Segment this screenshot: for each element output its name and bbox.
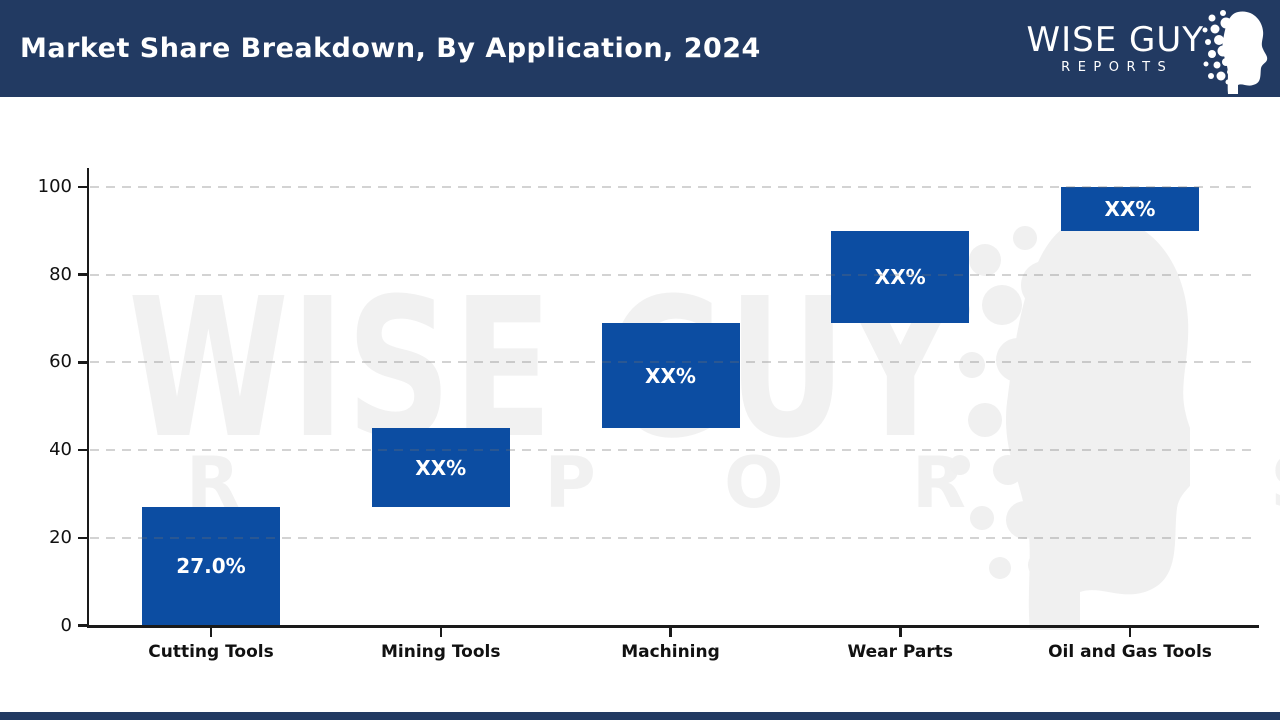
bar-oil-and-gas-tools: XX% (1061, 187, 1199, 231)
y-tick-label-60: 60 (49, 351, 72, 373)
chart-title: Market Share Breakdown, By Application, … (20, 33, 761, 64)
bar-value-label-oil-and-gas-tools: XX% (1104, 196, 1156, 221)
x-category-label-mining-tools: Mining Tools (380, 641, 501, 662)
y-tick-label-20: 20 (49, 526, 72, 548)
y-tick-mark-80 (77, 273, 87, 276)
gridline-y-20 (90, 536, 1256, 539)
y-tick-label-40: 40 (49, 439, 72, 461)
y-tick-mark-60 (77, 361, 87, 364)
gridline-y-40 (90, 449, 1256, 452)
x-axis-line (86, 625, 1259, 628)
y-tick-mark-100 (77, 185, 87, 189)
bar-machining: XX% (601, 322, 740, 429)
x-tick-mark-wear-parts (899, 627, 902, 637)
y-tick-mark-20 (77, 536, 87, 540)
bar-cutting-tools: 27.0% (142, 507, 280, 626)
logo-reports-text: REPORTS (1061, 60, 1174, 75)
logo-text: WISE GUY REPORTS (1026, 23, 1204, 74)
y-tick-label-80: 80 (49, 263, 72, 285)
bar-value-label-wear-parts: XX% (874, 264, 926, 289)
x-category-label-cutting-tools: Cutting Tools (148, 641, 274, 662)
logo-wise-guy-text: WISE GUY (1026, 20, 1204, 60)
gridline-y-80 (90, 273, 1256, 276)
y-tick-mark-40 (77, 448, 87, 452)
wise-guy-reports-logo: WISE GUY REPORTS (1026, 4, 1280, 94)
x-tick-mark-oil-and-gas-tools (1128, 627, 1132, 637)
watermark-wise-guy: WISE GUY (128, 258, 955, 481)
bar-mining-tools: XX% (371, 428, 510, 508)
footer-bar (0, 712, 1280, 720)
gridline-y-100 (90, 186, 1256, 188)
bar-value-label-cutting-tools: 27.0% (176, 554, 246, 579)
chart-plot-area: 0 20 40 60 80 100 27.0% Cutting Tools XX% Mining … (0, 97, 1280, 712)
y-tick-label-100: 100 (37, 176, 72, 197)
x-tick-mark-mining-tools (439, 627, 442, 637)
face-profile-icon (1202, 9, 1268, 94)
y-tick-mark-0 (77, 624, 87, 627)
gridline-y-60 (90, 361, 1256, 364)
bar-value-label-mining-tools: XX% (415, 455, 467, 480)
header-bar: Market Share Breakdown, By Application, … (0, 0, 1280, 97)
x-tick-mark-machining (669, 627, 672, 637)
x-tick-mark-cutting-tools (209, 627, 213, 637)
x-category-label-wear-parts: Wear Parts (847, 641, 954, 662)
x-category-label-machining: Machining (621, 641, 720, 662)
y-axis-line (86, 168, 89, 626)
x-category-label-oil-and-gas-tools: Oil and Gas Tools (1048, 641, 1212, 662)
bar-value-label-machining: XX% (645, 363, 696, 388)
y-tick-label-0: 0 (60, 614, 72, 636)
bar-wear-parts: XX% (831, 230, 970, 323)
